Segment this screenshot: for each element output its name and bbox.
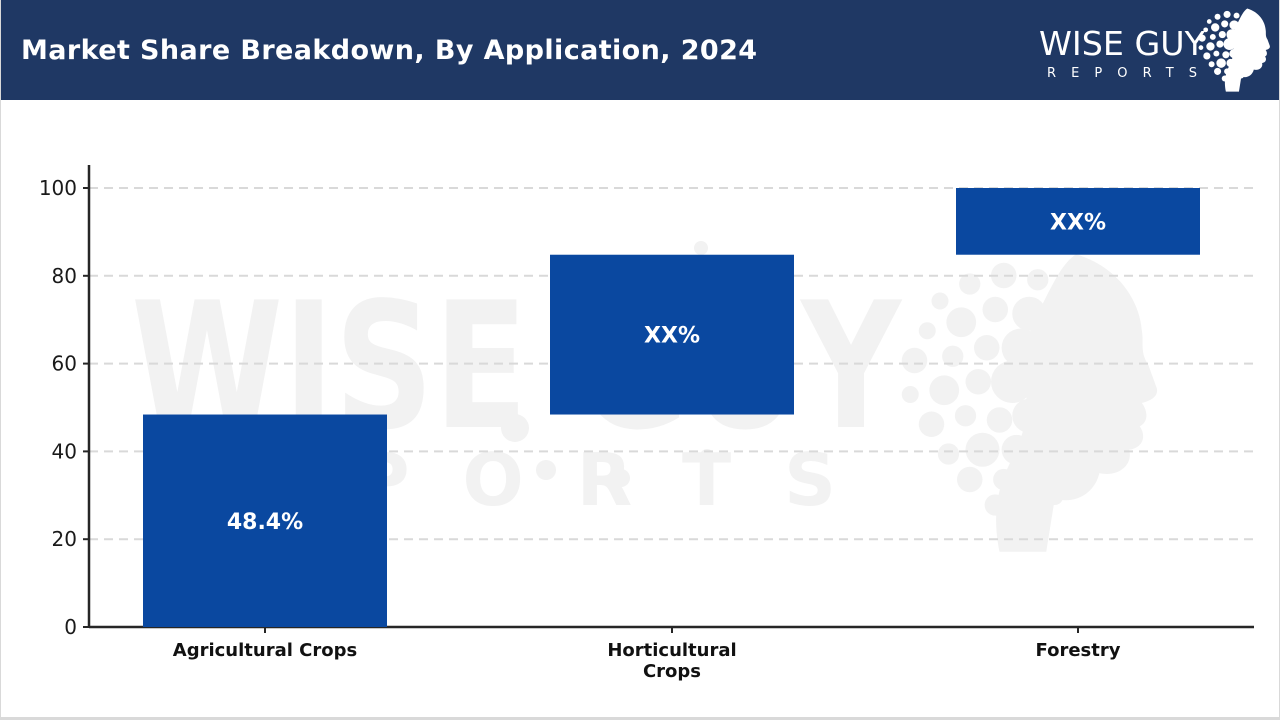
logo-subtext: REPORTS [1047,66,1197,81]
bar-segment [143,414,387,627]
y-tick-label: 100 [39,176,77,200]
bar-value-label: XX% [1050,210,1106,235]
bar-value-label: XX% [644,324,700,349]
wiseguy-logo: WISE GUY REPORTS [1039,8,1270,92]
watermark-subtext: REPORTS [146,438,836,522]
bar-segment [956,188,1200,255]
bar-value-label: 48.4% [227,510,303,535]
x-category-label: Horticultural [607,640,736,661]
y-tick-label: 60 [52,352,77,376]
x-category-label: Crops [643,661,701,682]
y-tick-label: 80 [52,264,77,288]
header-bar: Market Share Breakdown, By Application, … [1,0,1279,100]
page-title: Market Share Breakdown, By Application, … [21,34,758,66]
logo-wordmark: WISE GUY [1039,24,1206,63]
x-category-label: Agricultural Crops [173,640,357,661]
y-tick-label: 40 [52,439,77,463]
y-tick-label: 20 [52,527,77,551]
bar-segment [550,254,794,415]
watermark-face-icon [901,254,1158,552]
x-category-label: Forestry [1036,640,1121,661]
watermark-wordmark: WISE GUY [131,266,903,469]
logo-face-icon [1198,8,1270,92]
y-tick-label: 0 [64,615,77,639]
watermark-scatter-dots-icon [494,241,770,487]
